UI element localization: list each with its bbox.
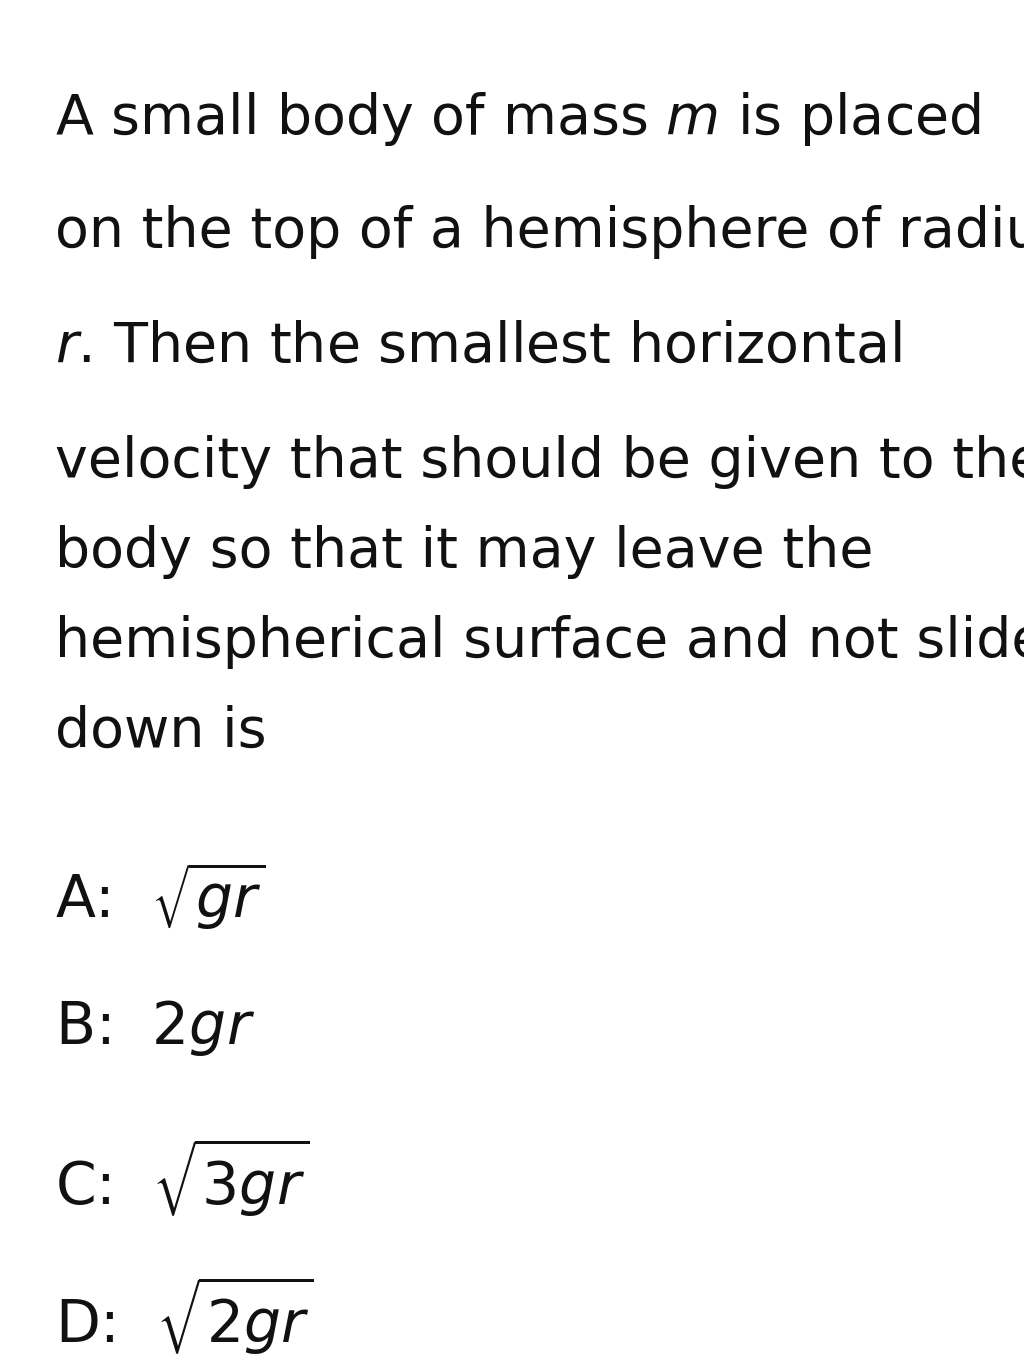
Text: down is: down is: [55, 705, 266, 759]
Text: A:  $\sqrt{gr}$: A: $\sqrt{gr}$: [55, 860, 265, 932]
Text: body so that it may leave the: body so that it may leave the: [55, 526, 873, 579]
Text: hemispherical surface and not slide: hemispherical surface and not slide: [55, 615, 1024, 669]
Text: A small body of mass $\mathit{m}$ is placed: A small body of mass $\mathit{m}$ is pla…: [55, 90, 981, 148]
Text: $\mathit{r}$. Then the smallest horizontal: $\mathit{r}$. Then the smallest horizont…: [55, 320, 902, 373]
Text: B:  $2gr$: B: $2gr$: [55, 998, 255, 1058]
Text: C:  $\sqrt{3gr}$: C: $\sqrt{3gr}$: [55, 1137, 309, 1219]
Text: on the top of a hemisphere of radius: on the top of a hemisphere of radius: [55, 205, 1024, 259]
Text: D:  $\sqrt{2gr}$: D: $\sqrt{2gr}$: [55, 1274, 313, 1357]
Text: velocity that should be given to the: velocity that should be given to the: [55, 435, 1024, 489]
